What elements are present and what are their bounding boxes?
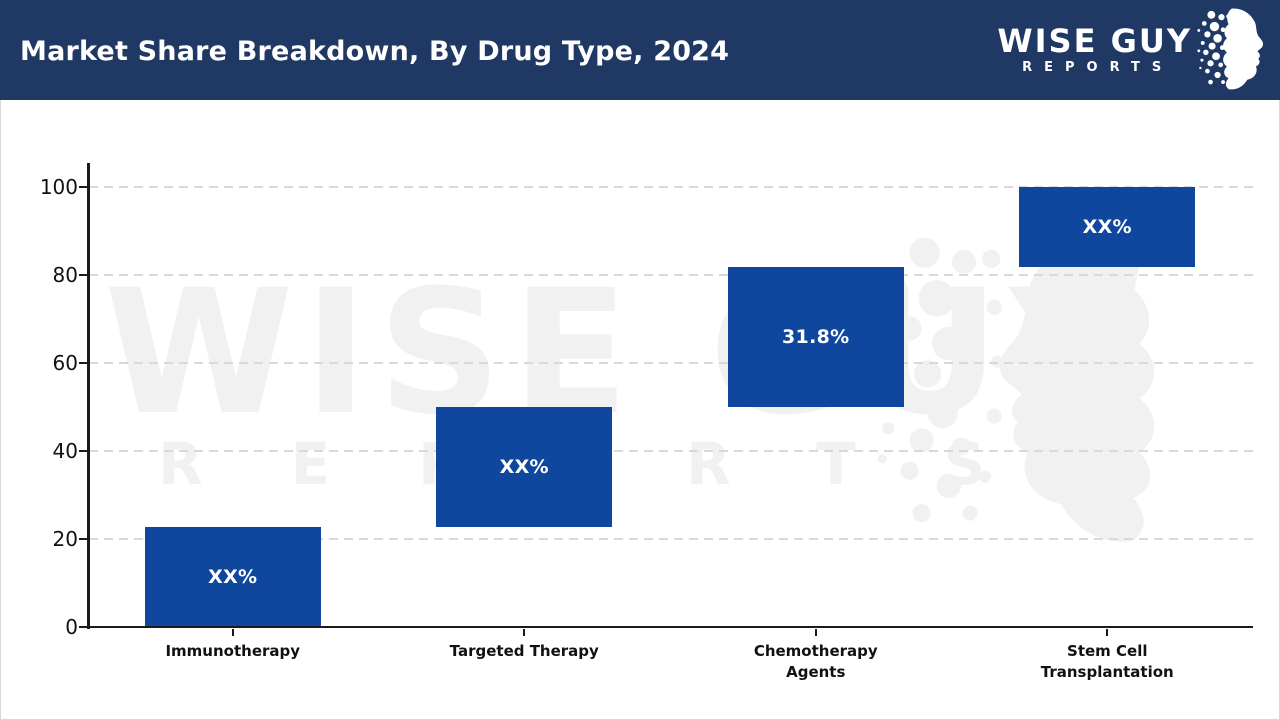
y-axis-tick [79, 450, 87, 453]
bar-value-label: 31.8% [782, 326, 850, 349]
y-axis-line [87, 163, 90, 629]
y-axis-tick [79, 274, 87, 277]
y-axis-tick [79, 362, 87, 365]
y-axis-tick [79, 538, 87, 541]
y-axis-tick-label: 100 [39, 175, 78, 199]
x-axis-tick [523, 628, 526, 636]
y-gridline [89, 450, 1253, 452]
y-axis-tick [79, 186, 87, 189]
x-axis-category-label: Chemotherapy Agents [753, 642, 878, 681]
logo-name-text: WISE GUY [997, 21, 1192, 60]
waterfall-bar: XX% [144, 527, 321, 627]
y-axis-tick [79, 626, 87, 629]
y-axis-tick-label: 40 [52, 439, 78, 463]
watermark-face-icon [870, 228, 1155, 542]
header-bar: Market Share Breakdown, By Drug Type, 20… [0, 0, 1280, 100]
x-axis-tick [814, 628, 817, 636]
waterfall-bar: XX% [436, 407, 613, 528]
y-gridline [89, 538, 1253, 540]
y-axis-tick-label: 0 [65, 615, 78, 639]
waterfall-bar: 31.8% [727, 267, 904, 407]
logo-face-icon [1197, 8, 1264, 90]
x-axis-tick [231, 628, 234, 636]
x-axis-line [87, 625, 1253, 629]
waterfall-bar: XX% [1019, 187, 1196, 268]
x-axis-category-label: Targeted Therapy [449, 642, 599, 660]
y-gridline [89, 274, 1253, 276]
bar-value-label: XX% [1082, 216, 1132, 239]
bar-value-label: XX% [208, 566, 258, 589]
wiseguy-logo: WISE GUY REPORTS [997, 4, 1274, 96]
bar-value-label: XX% [499, 456, 549, 479]
y-axis-tick-label: 60 [52, 351, 78, 375]
logo-wordmark: WISE GUY REPORTS [997, 21, 1192, 76]
y-axis-tick-label: 20 [52, 527, 78, 551]
page-title: Market Share Breakdown, By Drug Type, 20… [20, 36, 730, 67]
y-gridline [89, 186, 1253, 188]
y-gridline [89, 362, 1253, 364]
logo-reports-text: REPORTS [1022, 60, 1174, 76]
y-axis-tick-label: 80 [52, 263, 78, 287]
x-axis-category-label: Stem Cell Transplantation [1040, 642, 1174, 681]
x-axis-tick [1106, 628, 1109, 636]
x-axis-category-label: Immunotherapy [165, 642, 301, 660]
